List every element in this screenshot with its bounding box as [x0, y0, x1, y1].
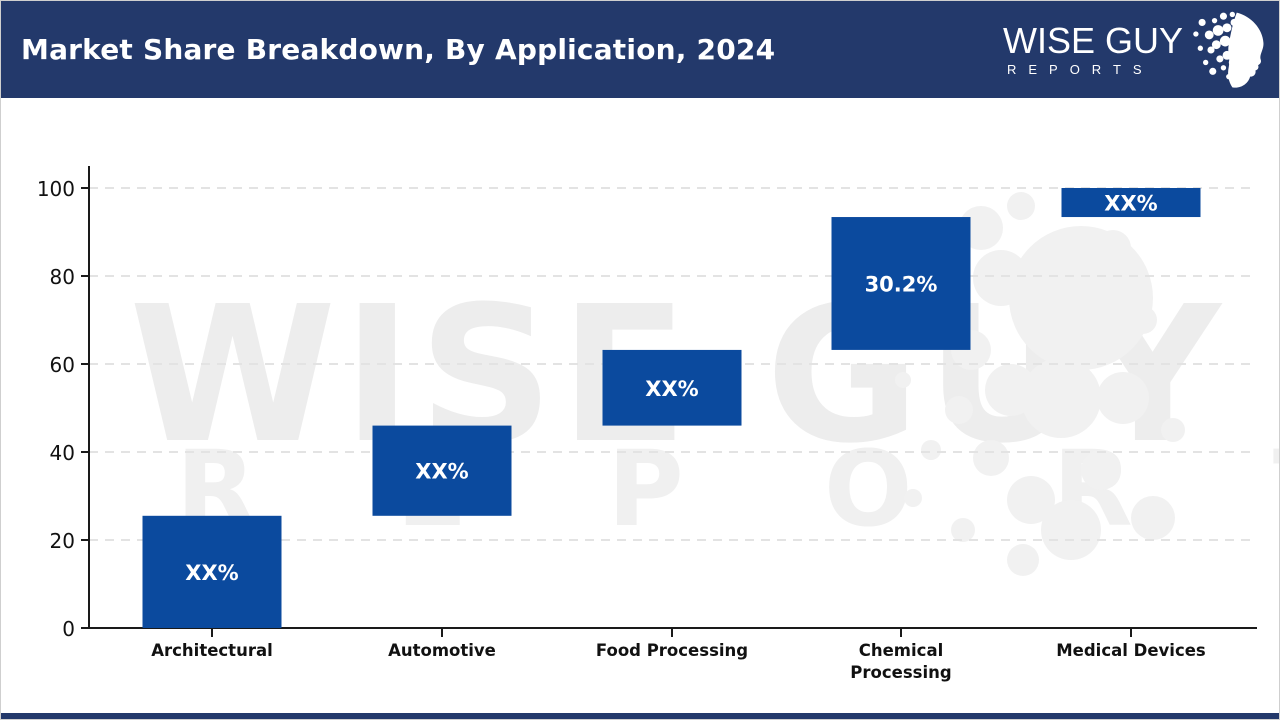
bar-food-processing: [602, 349, 742, 426]
page-title: Market Share Breakdown, By Application, …: [21, 33, 776, 66]
y-tick-label-100: 100: [37, 177, 75, 201]
logo-wise-guy-text: WISE GUY: [1002, 20, 1183, 61]
bar-label-chemical-processing: 30.2%: [865, 272, 938, 296]
y-tick-label-80: 80: [50, 265, 75, 289]
y-tick-label-20: 20: [50, 529, 75, 553]
footer-bar: [1, 713, 1279, 719]
logo-face-icon: [1193, 11, 1264, 88]
bar-architectural: [142, 515, 282, 628]
bar-label-medical-devices: XX%: [1104, 192, 1157, 216]
x-category-label-chemical-processing: Chemical: [859, 641, 943, 660]
wise-guy-logo: WISE GUY REPORTS: [1003, 5, 1267, 95]
y-tick-label-60: 60: [50, 353, 75, 377]
x-category-label-chemical-processing: Processing: [850, 663, 951, 682]
x-category-label-medical-devices: Medical Devices: [1056, 641, 1206, 660]
x-category-label-architectural: Architectural: [151, 641, 273, 660]
y-tick-label-40: 40: [50, 441, 75, 465]
plot-area: WISE GUY R E P O R T S 020406080100XX%Ar…: [1, 98, 1279, 715]
bar-label-automotive: XX%: [415, 460, 468, 484]
x-category-label-automotive: Automotive: [388, 641, 496, 660]
market-share-chart: 0 20 40 60 80 100 XX% Architectural XX% Automotiv…: [37, 166, 1257, 682]
bar-label-food-processing: XX%: [645, 377, 698, 401]
logo-reports-text: REPORTS: [1006, 62, 1154, 77]
x-category-label-food-processing: Food Processing: [596, 641, 748, 660]
logo-text: WISE GUY REPORTS: [1002, 20, 1183, 78]
header-bar: Market Share Breakdown, By Application, …: [1, 1, 1279, 98]
bar-automotive: [372, 425, 512, 516]
y-tick-label-0: 0: [62, 617, 75, 641]
bar-label-architectural: XX%: [185, 561, 238, 585]
bar-medical-devices: [1061, 188, 1201, 218]
